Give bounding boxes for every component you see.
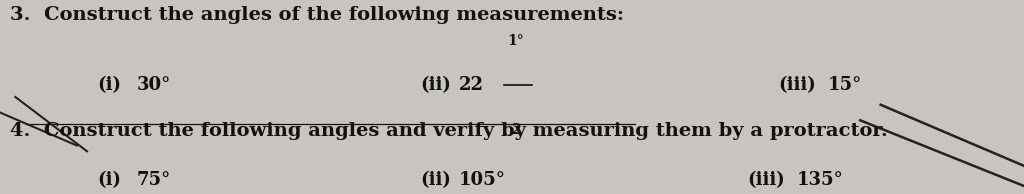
- Text: 75°: 75°: [136, 171, 170, 189]
- Text: (iii): (iii): [748, 171, 785, 189]
- Text: (i): (i): [97, 76, 121, 94]
- Text: 2: 2: [511, 123, 520, 137]
- Text: 3.  Construct the angles of the following measurements:: 3. Construct the angles of the following…: [10, 6, 625, 24]
- Text: (i): (i): [97, 171, 121, 189]
- Text: 135°: 135°: [797, 171, 844, 189]
- Text: 15°: 15°: [827, 76, 861, 94]
- Text: (ii): (ii): [420, 76, 451, 94]
- Text: 30°: 30°: [136, 76, 170, 94]
- Text: 22: 22: [459, 76, 483, 94]
- Text: (ii): (ii): [420, 171, 451, 189]
- Text: 105°: 105°: [459, 171, 506, 189]
- Text: (iii): (iii): [778, 76, 816, 94]
- Text: 4.  Construct the following angles and verify by measuring them by a protractor.: 4. Construct the following angles and ve…: [10, 122, 888, 140]
- Text: 1°: 1°: [507, 34, 523, 48]
